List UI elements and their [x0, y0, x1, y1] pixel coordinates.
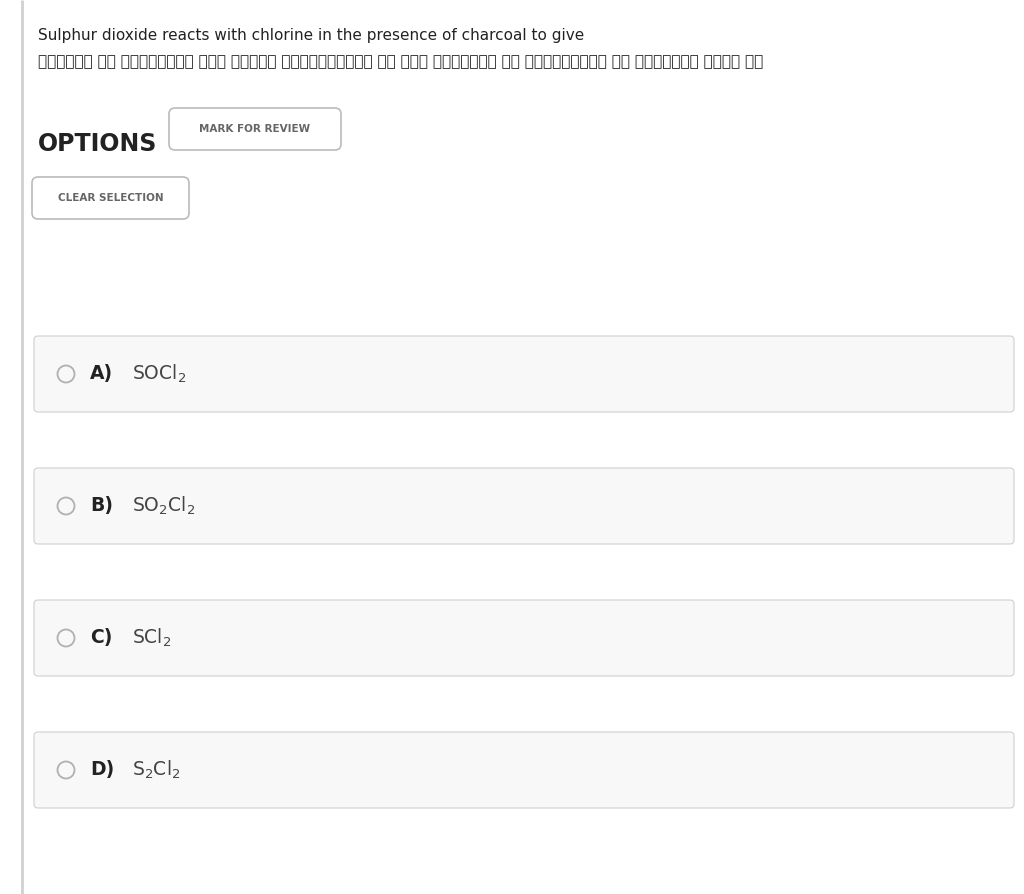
Text: MARK FOR REVIEW: MARK FOR REVIEW — [200, 124, 310, 134]
Text: SOCl$_2$: SOCl$_2$ — [132, 363, 186, 385]
Text: OPTIONS: OPTIONS — [38, 132, 158, 156]
FancyBboxPatch shape — [32, 177, 189, 219]
FancyBboxPatch shape — [169, 108, 341, 150]
Text: S$_2$Cl$_2$: S$_2$Cl$_2$ — [132, 759, 180, 781]
FancyBboxPatch shape — [34, 336, 1014, 412]
FancyBboxPatch shape — [34, 600, 1014, 676]
Text: SO$_2$Cl$_2$: SO$_2$Cl$_2$ — [132, 495, 196, 517]
Text: C): C) — [90, 628, 113, 647]
FancyBboxPatch shape — [34, 468, 1014, 544]
Text: D): D) — [90, 761, 115, 780]
Text: Sulphur dioxide reacts with chlorine in the presence of charcoal to give: Sulphur dioxide reacts with chlorine in … — [38, 28, 585, 43]
Text: CLEAR SELECTION: CLEAR SELECTION — [57, 193, 163, 203]
Text: चारकोल की उपस्थिति में सल्फर डाइऑक्साइड के साथ क्लोरीन की अभिक्रिया पर प्राप्त ह: चारकोल की उपस्थिति में सल्फर डाइऑक्साइड … — [38, 54, 763, 69]
Text: A): A) — [90, 365, 113, 384]
Text: SCl$_2$: SCl$_2$ — [132, 627, 172, 649]
Text: B): B) — [90, 496, 113, 516]
FancyBboxPatch shape — [34, 732, 1014, 808]
